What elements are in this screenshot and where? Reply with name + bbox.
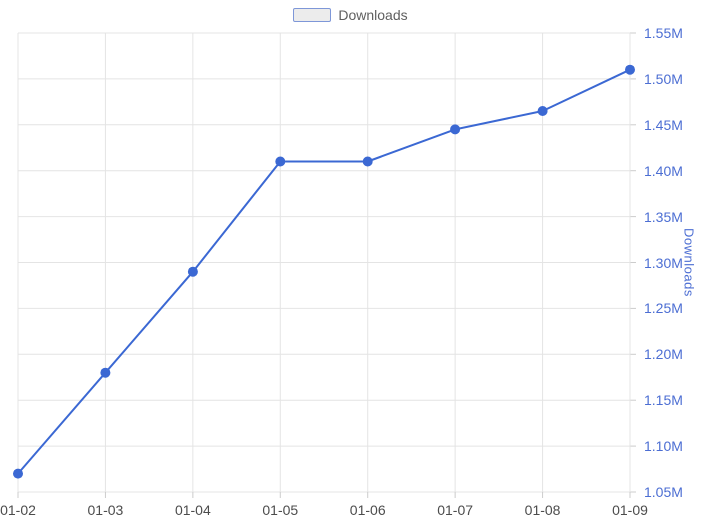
- y-tick-label: 1.25M: [644, 300, 683, 317]
- data-point[interactable]: [187, 266, 198, 277]
- data-point[interactable]: [362, 156, 373, 167]
- x-axis-labels: 01-02 01-03 01-04 01-05 01-06 01-07 01-08 01-09: [0, 502, 701, 522]
- x-tick-label: 01-08: [524, 502, 561, 518]
- y-tick-label: 1.15M: [644, 392, 683, 409]
- y-tick-label: 1.35M: [644, 208, 683, 225]
- y-tick-label: 1.05M: [644, 484, 683, 500]
- data-point[interactable]: [450, 124, 461, 135]
- data-point[interactable]: [625, 64, 635, 75]
- y-axis-title-text: Downloads: [681, 228, 697, 297]
- data-point[interactable]: [13, 468, 23, 479]
- x-tick-label: 01-06: [349, 502, 386, 518]
- y-tick-label: 1.40M: [644, 162, 683, 179]
- legend-label: Downloads: [338, 7, 408, 23]
- data-point[interactable]: [275, 156, 286, 167]
- x-tick-label: 01-02: [0, 502, 36, 518]
- legend-item-downloads[interactable]: Downloads: [0, 7, 701, 23]
- y-tick-label: 1.50M: [644, 70, 683, 87]
- x-tick-label: 01-05: [262, 502, 299, 518]
- x-tick-label: 01-04: [174, 502, 211, 518]
- x-tick-label: 01-03: [87, 502, 124, 518]
- x-tick-label: 01-09: [612, 502, 648, 518]
- y-tick-label: 1.30M: [644, 254, 683, 271]
- y-tick-label: 1.20M: [644, 346, 683, 363]
- data-point[interactable]: [100, 367, 111, 378]
- y-axis-title: Downloads: [679, 33, 699, 492]
- y-tick-label: 1.55M: [644, 25, 683, 41]
- data-point[interactable]: [537, 106, 548, 116]
- legend-swatch-icon: [293, 8, 332, 22]
- y-tick-label: 1.10M: [644, 438, 683, 455]
- y-tick-label: 1.45M: [644, 116, 683, 133]
- downloads-series-line: [17, 68, 631, 475]
- y-axis-labels: 1.05M 1.10M 1.15M 1.20M 1.25M 1.30M 1.35M 1.40M…: [644, 0, 700, 524]
- x-tick-label: 01-07: [437, 502, 474, 518]
